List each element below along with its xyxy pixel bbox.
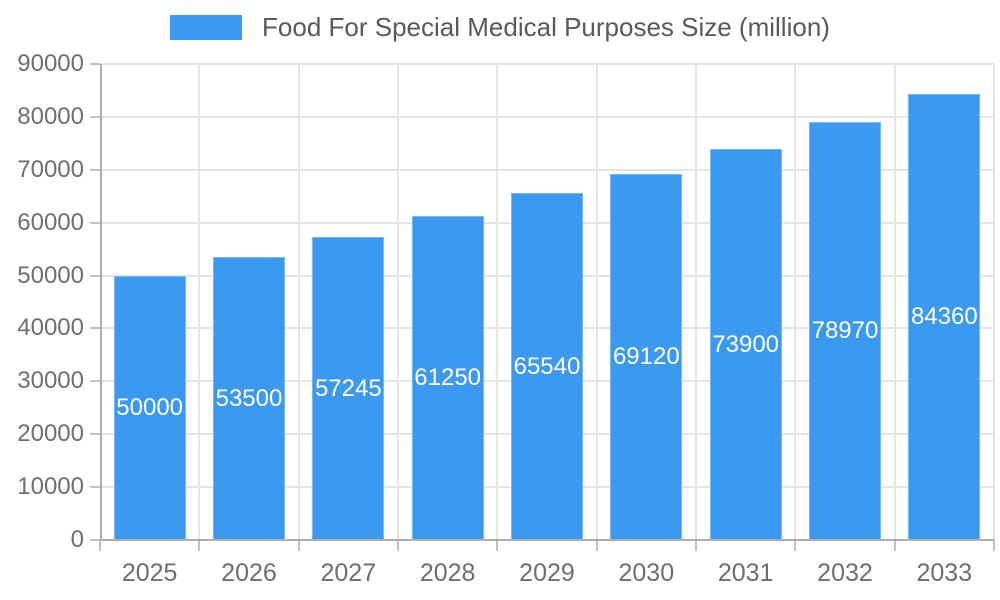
bar [610,174,683,540]
y-tick-label: 30000 [17,367,84,395]
x-axis-tick [695,540,697,551]
y-tick-label: 60000 [17,208,84,236]
x-tick-label: 2031 [717,559,774,587]
x-axis-tick [99,540,101,551]
bar [809,122,881,540]
v-gridline [496,64,499,540]
v-gridline [695,64,697,540]
bar-value-label: 53500 [215,384,283,412]
v-gridline [198,64,201,540]
y-tick-label: 80000 [17,102,84,130]
v-gridline [794,64,797,540]
y-axis-tick [90,63,100,65]
y-axis-line [100,64,102,540]
h-gridline [100,63,994,65]
x-axis-tick [893,540,896,551]
bar-value-label: 61250 [414,364,482,392]
x-axis-tick [297,540,300,551]
v-gridline [993,64,995,540]
bar-value-label: 78970 [811,317,879,345]
x-axis-tick [198,540,201,551]
y-tick-label: 40000 [17,314,84,342]
y-axis-tick [90,221,100,224]
legend-label: Food For Special Medical Purposes Size (… [262,12,830,42]
y-tick-label: 90000 [17,50,84,77]
x-tick-label: 2030 [618,559,675,587]
bar-value-label: 84360 [910,302,978,330]
legend-swatch [170,15,243,40]
bar [411,216,484,540]
bar [908,93,981,540]
bar [113,275,186,540]
x-axis-tick [794,540,797,551]
v-gridline [595,64,598,540]
bar-value-label: 57245 [314,374,382,402]
y-axis-tick [90,433,100,436]
x-tick-label: 2029 [519,559,575,587]
y-tick-label: 10000 [17,473,84,501]
bar [511,193,583,540]
x-tick-label: 2032 [817,559,873,587]
v-gridline [297,64,300,540]
bar-value-label: 69120 [612,343,680,371]
x-axis-line [100,539,994,541]
bar [709,149,782,540]
h-gridline [100,168,994,171]
x-axis-tick [595,540,598,551]
y-axis-tick [90,539,100,541]
x-axis-tick [993,540,995,551]
legend[interactable]: Food For Special Medical Purposes Size (… [0,12,1000,43]
y-axis-tick [90,168,100,171]
y-tick-label: 0 [70,526,84,553]
y-axis-tick [90,486,100,489]
x-axis-tick [397,540,399,551]
y-tick-label: 20000 [17,420,84,448]
y-tick-label: 50000 [17,261,84,289]
h-gridline [100,115,994,118]
x-tick-label: 2027 [320,559,377,587]
bar-value-label: 73900 [712,330,780,358]
x-axis-tick [496,540,499,551]
v-gridline [893,64,896,540]
y-axis-tick [90,380,100,383]
x-tick-label: 2028 [419,559,476,587]
y-axis-tick [90,274,100,277]
y-axis-tick [90,327,100,330]
y-axis-tick [90,115,100,118]
bar-value-label: 65540 [513,352,581,380]
x-tick-label: 2026 [221,559,277,587]
bar-value-label: 50000 [116,393,184,421]
x-tick-label: 2033 [916,559,973,587]
x-tick-label: 2025 [121,559,178,587]
y-tick-label: 70000 [17,155,84,183]
v-gridline [397,64,399,540]
